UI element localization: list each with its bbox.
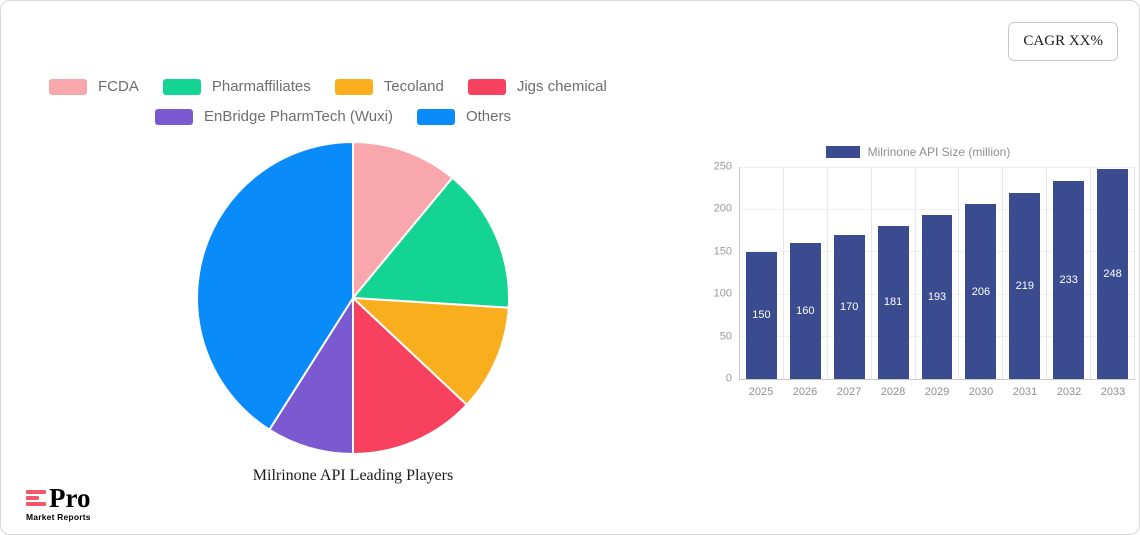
x-axis-tick-label: 2031: [1012, 386, 1038, 398]
bar-value-label: 233: [1059, 274, 1078, 287]
bar-column-2032: 233: [1047, 167, 1092, 379]
bar-2025: 150: [746, 251, 777, 379]
bar-2029: 193: [921, 215, 953, 379]
pie-slice-tecoland: [352, 297, 510, 406]
y-axis-tick-label: 200: [713, 202, 732, 215]
y-axis-tick-label: 50: [719, 330, 732, 343]
bar-plot: 0 50 100 150 200 250 150 160 170 181 193 206 219 233 2…: [714, 161, 1136, 384]
bar-x-axis: 2025 2026 2027 2028 2029 2030 2031 2032 2033: [739, 386, 1135, 398]
legend-label: Jigs chemical: [516, 78, 607, 95]
y-axis-tick-label: 0: [725, 372, 732, 385]
bar-2031: 219: [1009, 193, 1041, 379]
brand-logo: Pro Market Reports: [26, 485, 91, 522]
bar-column-2028: 181: [872, 167, 916, 379]
gridline: [740, 208, 1135, 210]
pie-slice-jigs-chemical: [352, 297, 468, 455]
x-axis-tick-label: 2026: [792, 386, 818, 398]
pie-chart-title: Milrinone API Leading Players: [252, 467, 454, 484]
x-axis-tick-label: 2032: [1056, 386, 1082, 398]
legend-swatch-jigs-chemical: [467, 78, 506, 95]
bar-column-2029: 193: [916, 167, 960, 379]
x-axis-tick-label: 2027: [836, 386, 862, 398]
pie-legend-row: FCDA Pharmaffiliates Tecoland Jigs chemical: [49, 78, 607, 95]
bar-value-label: 193: [927, 291, 947, 304]
bar-value-label: 181: [883, 296, 903, 309]
y-axis-tick-label: 250: [713, 160, 732, 173]
pie-slice-pharmaffiliates: [352, 176, 510, 309]
bar-2027: 170: [833, 234, 865, 379]
bar-chart-legend: Milrinone API Size (million): [701, 145, 1135, 159]
bar-column-2027: 170: [828, 167, 872, 379]
bar-legend-swatch: [825, 146, 860, 158]
legend-swatch-tecoland: [334, 78, 373, 95]
pie-slice-enbridge-pharmtech-wuxi: [268, 297, 354, 455]
x-axis-tick-label: 2029: [924, 386, 950, 398]
legend-swatch-pharmaffiliates: [162, 78, 201, 95]
legend-item-tecoland: Tecoland: [334, 78, 444, 95]
legend-label: Others: [465, 108, 511, 125]
legend-item-pharmaffiliates: Pharmaffiliates: [162, 78, 311, 95]
bar-2026: 160: [789, 243, 821, 379]
legend-swatch-fcda: [49, 78, 87, 95]
legend-item-others: Others: [416, 108, 511, 125]
bar-value-label: 219: [1015, 280, 1034, 293]
y-axis-tick-label: 100: [713, 287, 732, 300]
pie-legend-row: EnBridge PharmTech (Wuxi) Others: [155, 108, 607, 125]
bar-column-2030: 206: [959, 167, 1004, 379]
x-axis-tick-label: 2025: [748, 386, 774, 398]
bar-value-label: 248: [1103, 267, 1122, 280]
bar-column-2025: 150: [740, 167, 784, 379]
bar-chart-module: Milrinone API Size (million) 0 50 100 150 20…: [701, 145, 1136, 398]
bar-value-label: 206: [971, 285, 991, 298]
bar-column-2026: 160: [784, 167, 828, 379]
bar-2032: 233: [1053, 181, 1085, 379]
bar-legend-label: Milrinone API Size (million): [867, 145, 1011, 159]
legend-item-fcda: FCDA: [49, 78, 139, 95]
x-axis-tick-label: 2033: [1100, 386, 1126, 398]
y-axis-tick-label: 150: [713, 245, 732, 258]
bar-2030: 206: [965, 204, 997, 379]
legend-label: EnBridge PharmTech (Wuxi): [204, 108, 393, 125]
pie-slice-others: [196, 141, 354, 431]
x-axis-tick-label: 2028: [880, 386, 906, 398]
bar-value-label: 170: [840, 300, 859, 313]
bar-column-2033: 248: [1091, 167, 1136, 379]
legend-label: Pharmaffiliates: [211, 78, 311, 95]
pie-slice-fcda: [352, 141, 454, 299]
gridline: [740, 166, 1135, 168]
pie-chart: [196, 141, 510, 455]
logo-lines-icon: [26, 490, 46, 506]
legend-item-jigs-chemical: Jigs chemical: [467, 78, 607, 95]
pie-legend: FCDA Pharmaffiliates Tecoland Jigs chemical…: [49, 78, 607, 138]
legend-label: Tecoland: [383, 78, 444, 95]
legend-swatch-enbridge-pharmtech-wuxi: [155, 108, 193, 125]
legend-label: FCDA: [98, 78, 139, 95]
bar-2033: 248: [1097, 168, 1128, 379]
x-axis-tick-label: 2030: [968, 386, 994, 398]
cagr-badge: CAGR XX%: [1008, 22, 1118, 61]
logo-name: Pro: [49, 483, 91, 513]
logo-tagline: Market Reports: [26, 512, 91, 522]
legend-item-enbridge-pharmtech-wuxi: EnBridge PharmTech (Wuxi): [155, 108, 393, 125]
bar-value-label: 160: [796, 305, 815, 318]
bar-2028: 181: [877, 225, 909, 379]
legend-swatch-others: [416, 108, 455, 125]
bar-value-label: 150: [752, 309, 771, 322]
bar-column-2031: 219: [1003, 167, 1048, 379]
